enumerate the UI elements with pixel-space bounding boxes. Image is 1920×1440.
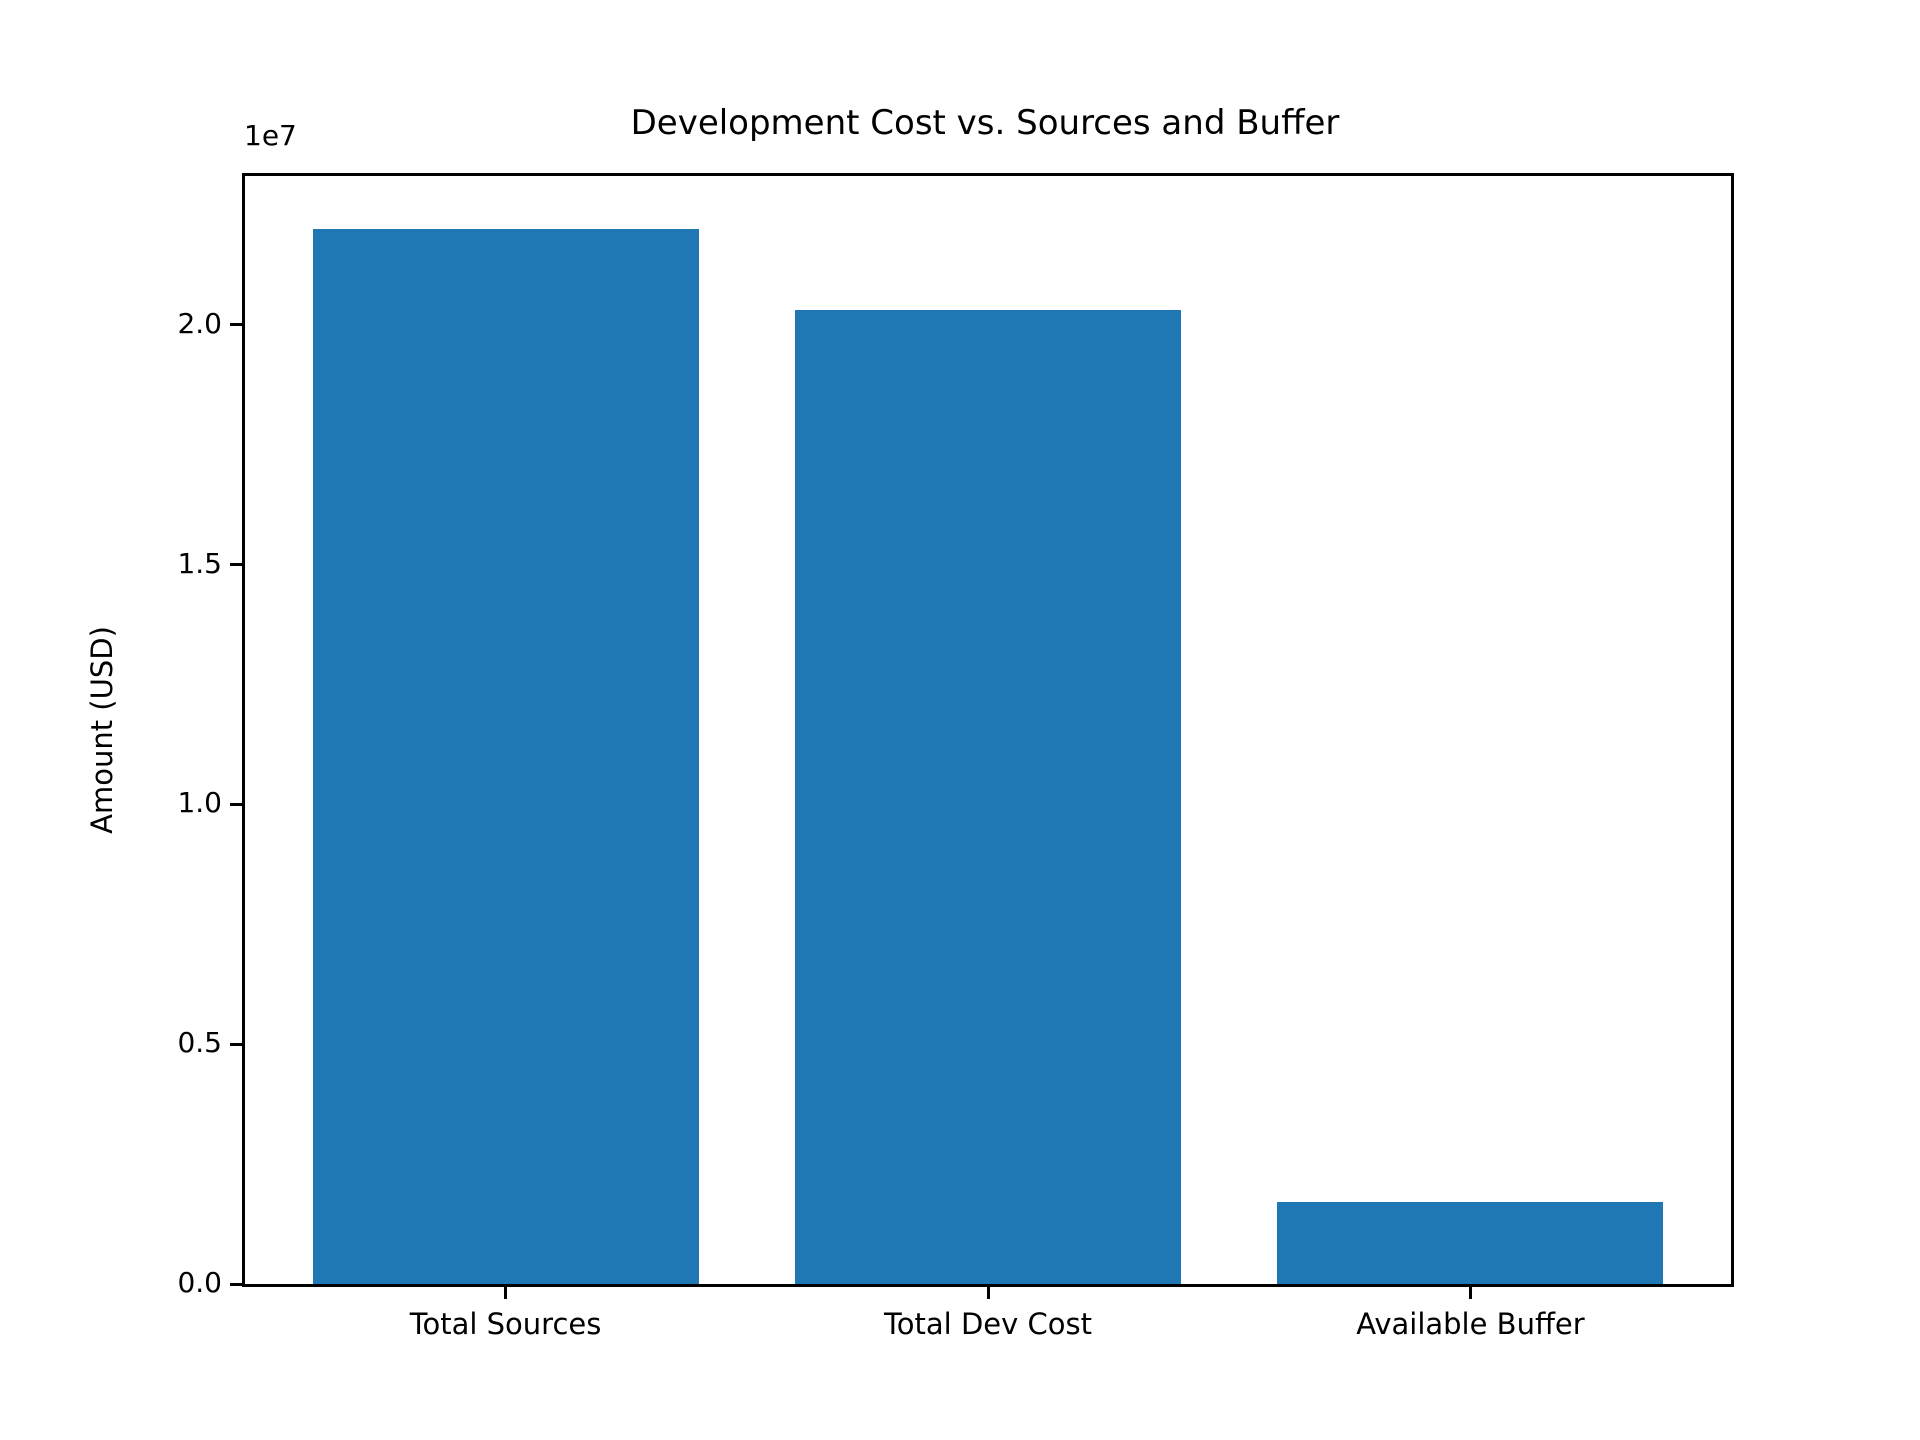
- x-tick-mark: [504, 1287, 508, 1299]
- y-tick-label: 1.5: [177, 546, 222, 580]
- x-tick-mark: [1468, 1287, 1472, 1299]
- y-axis-offset-label: 1e7: [244, 119, 297, 152]
- bar-total-sources: [312, 228, 699, 1284]
- chart-title: Development Cost vs. Sources and Buffer: [630, 103, 1340, 143]
- y-tick-label: 0.0: [177, 1266, 222, 1299]
- bar-total-dev-cost: [795, 310, 1181, 1284]
- plot-area: [242, 173, 1734, 1287]
- x-tick-mark: [986, 1287, 990, 1299]
- y-tick-mark: [230, 1282, 242, 1286]
- y-axis-label: Amount (USD): [85, 626, 119, 834]
- x-tick-label-total-sources: Total Sources: [409, 1307, 602, 1341]
- y-tick-mark: [230, 1042, 242, 1046]
- x-tick-label-available-buffer: Available Buffer: [1356, 1307, 1585, 1341]
- y-tick-label: 1.0: [177, 786, 222, 820]
- y-tick-mark: [230, 563, 242, 567]
- x-tick-label-total-dev-cost: Total Dev Cost: [884, 1307, 1092, 1341]
- y-tick-mark: [230, 323, 242, 327]
- y-tick-label: 2.0: [177, 306, 222, 340]
- y-tick-mark: [230, 802, 242, 806]
- bar-available-buffer: [1277, 1202, 1664, 1284]
- y-tick-label: 0.5: [177, 1026, 222, 1060]
